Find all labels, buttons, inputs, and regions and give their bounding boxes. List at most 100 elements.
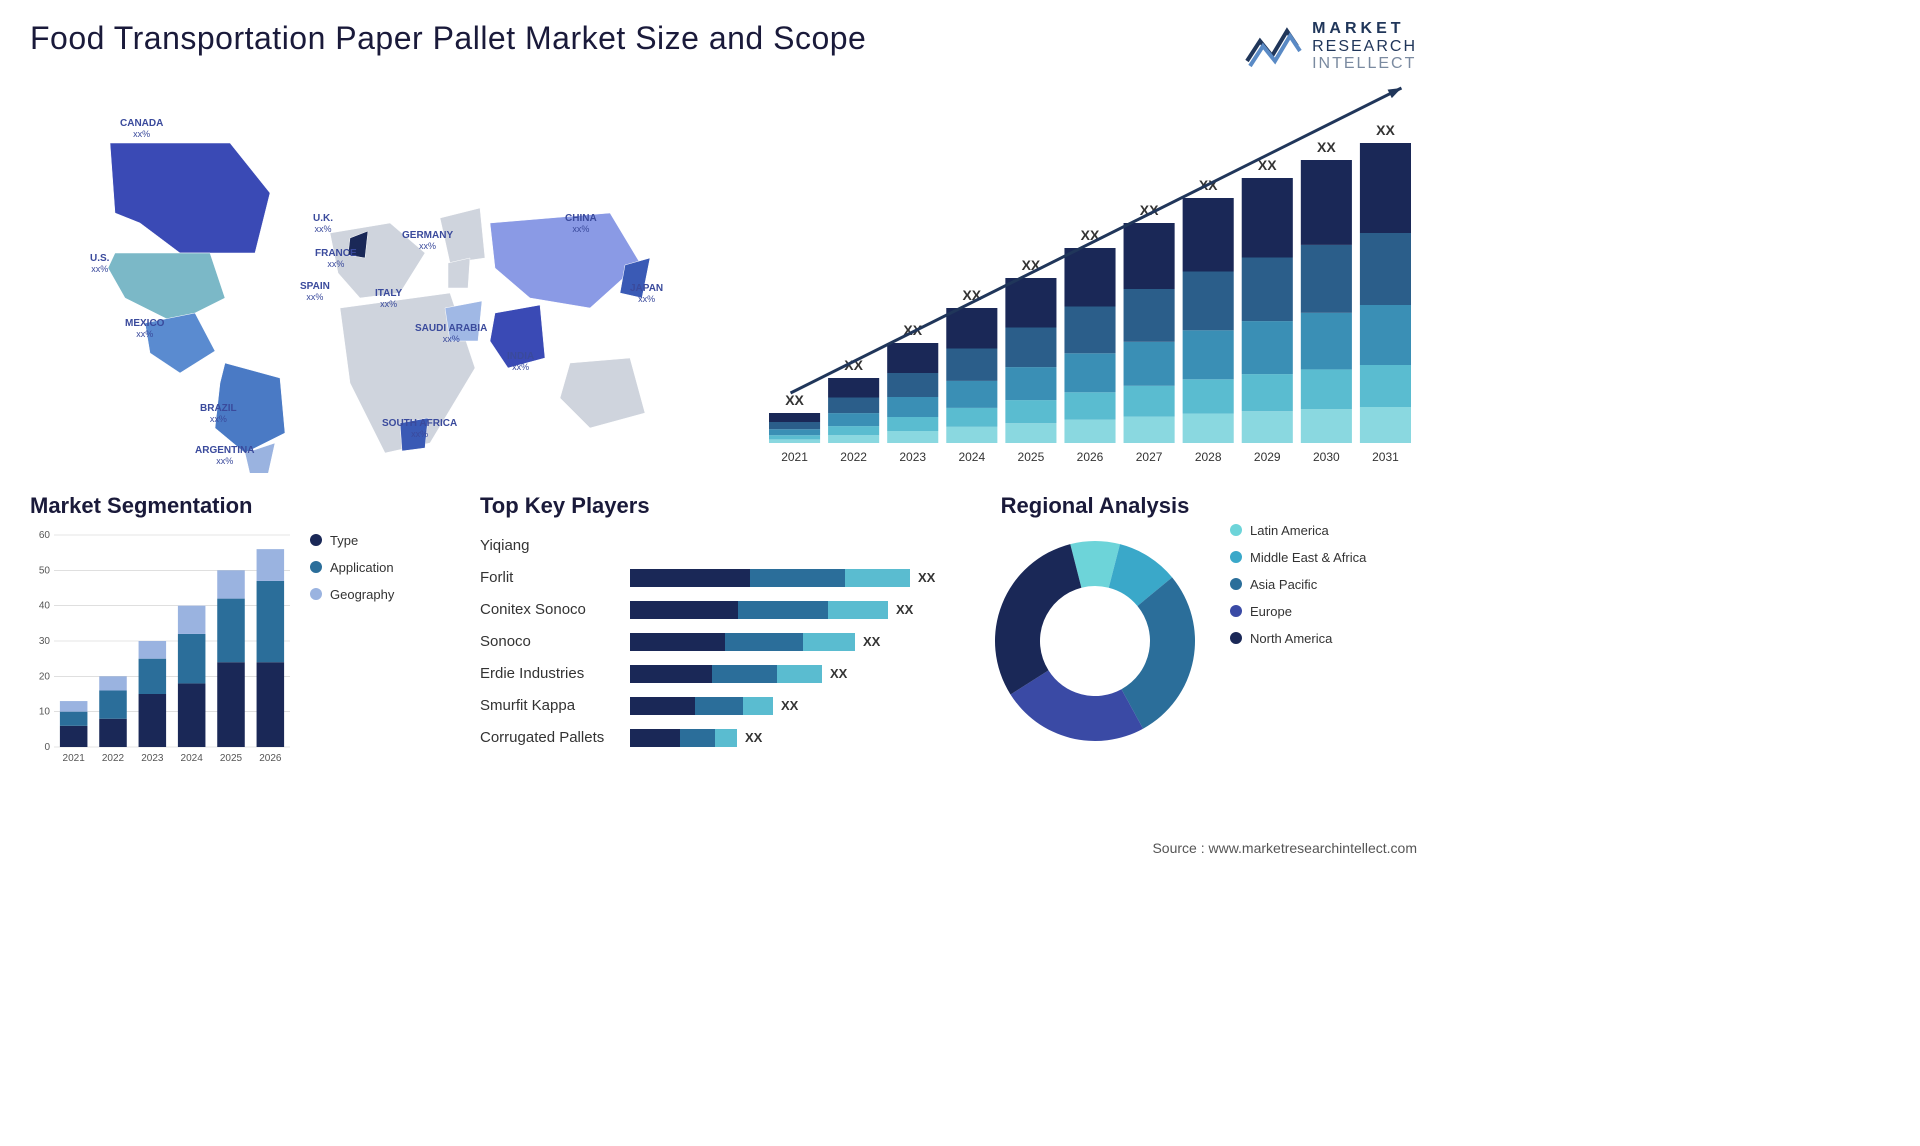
header: Food Transportation Paper Pallet Market …: [0, 0, 1447, 73]
player-bar: [630, 665, 822, 683]
svg-text:2021: 2021: [63, 753, 86, 764]
map-svg: [30, 83, 720, 473]
bottom-row: Market Segmentation 01020304050602021202…: [0, 473, 1447, 771]
legend-label: North America: [1250, 631, 1332, 646]
svg-text:2025: 2025: [1018, 450, 1045, 464]
segmentation-chart: 0102030405060202120222023202420252026: [30, 531, 300, 766]
svg-text:40: 40: [39, 600, 51, 611]
legend-item: Latin America: [1230, 523, 1366, 538]
player-value: XX: [745, 730, 762, 745]
legend-item: Asia Pacific: [1230, 577, 1366, 592]
regional-title: Regional Analysis: [980, 493, 1210, 519]
legend-label: Asia Pacific: [1250, 577, 1317, 592]
players-list: YiqiangForlitXXConitex SonocoXXSonocoXXE…: [480, 531, 960, 749]
player-bar-segment: [725, 633, 803, 651]
svg-text:2023: 2023: [141, 753, 164, 764]
main-chart-svg: XX2021XX2022XX2023XX2024XX2025XX2026XX20…: [760, 83, 1420, 473]
player-value: XX: [918, 570, 935, 585]
player-name: Yiqiang: [480, 537, 630, 554]
svg-text:10: 10: [39, 706, 51, 717]
svg-text:20: 20: [39, 671, 51, 682]
svg-text:2025: 2025: [220, 753, 243, 764]
svg-text:2024: 2024: [958, 450, 985, 464]
player-row: Forlit XX: [480, 567, 960, 589]
regional-donut: [985, 531, 1205, 751]
svg-text:2023: 2023: [899, 450, 926, 464]
segmentation-legend: Type Application Geography: [310, 493, 394, 771]
player-bar-segment: [680, 729, 715, 747]
logo: MARKET RESEARCH INTELLECT: [1242, 20, 1417, 73]
logo-line2: RESEARCH: [1312, 38, 1417, 56]
legend-dot-icon: [1230, 578, 1242, 590]
map-label: U.K.xx%: [313, 213, 333, 235]
player-bar-wrap: XX: [630, 697, 960, 715]
player-bar: [630, 633, 855, 651]
svg-text:2029: 2029: [1254, 450, 1281, 464]
map-label: MEXICOxx%: [125, 318, 164, 340]
player-bar-segment: [750, 569, 845, 587]
player-bar-segment: [630, 601, 738, 619]
legend-dot-icon: [310, 588, 322, 600]
map-label: SAUDI ARABIAxx%: [415, 323, 487, 345]
svg-text:XX: XX: [1317, 139, 1336, 155]
legend-dot-icon: [310, 534, 322, 546]
world-map: CANADAxx%U.S.xx%MEXICOxx%BRAZILxx%ARGENT…: [30, 83, 720, 473]
player-bar-segment: [828, 601, 888, 619]
map-label: GERMANYxx%: [402, 230, 453, 252]
map-label: ITALYxx%: [375, 288, 402, 310]
svg-text:2026: 2026: [1077, 450, 1104, 464]
player-bar-segment: [630, 633, 725, 651]
player-bar-segment: [743, 697, 773, 715]
logo-icon: [1242, 21, 1302, 71]
legend-item: North America: [1230, 631, 1366, 646]
svg-text:0: 0: [44, 742, 50, 753]
players-panel: Top Key Players Yiqiang Forlit XX Conitex S…: [480, 493, 960, 771]
legend-label: Europe: [1250, 604, 1292, 619]
legend-item: Europe: [1230, 604, 1366, 619]
player-value: XX: [830, 666, 847, 681]
map-label: INDIAxx%: [507, 351, 534, 373]
map-label: BRAZILxx%: [200, 403, 237, 425]
player-bar-segment: [630, 665, 712, 683]
map-label: JAPANxx%: [630, 283, 663, 305]
map-label: SOUTH AFRICAxx%: [382, 418, 457, 440]
player-bar-segment: [738, 601, 828, 619]
legend-dot-icon: [1230, 524, 1242, 536]
player-bar: [630, 601, 888, 619]
player-bar-segment: [803, 633, 855, 651]
player-bar-wrap: XX: [630, 665, 960, 683]
legend-item: Geography: [310, 587, 394, 602]
svg-text:2022: 2022: [840, 450, 867, 464]
logo-line1: MARKET: [1312, 20, 1417, 38]
players-title: Top Key Players: [480, 493, 960, 519]
player-bar-wrap: XX: [630, 729, 960, 747]
segmentation-panel: Market Segmentation 01020304050602021202…: [30, 493, 460, 771]
map-label: ARGENTINAxx%: [195, 445, 254, 467]
player-bar-segment: [712, 665, 777, 683]
map-label: CANADAxx%: [120, 118, 163, 140]
legend-label: Type: [330, 533, 358, 548]
map-label: CHINAxx%: [565, 213, 597, 235]
legend-label: Application: [330, 560, 394, 575]
page-title: Food Transportation Paper Pallet Market …: [30, 20, 866, 57]
svg-text:2028: 2028: [1195, 450, 1222, 464]
svg-text:2027: 2027: [1136, 450, 1163, 464]
segmentation-title: Market Segmentation: [30, 493, 300, 519]
player-bar-segment: [630, 729, 680, 747]
legend-item: Type: [310, 533, 394, 548]
player-bar: [630, 729, 737, 747]
player-row: Corrugated PalletsXX: [480, 727, 960, 749]
player-name: Smurfit Kappa: [480, 697, 630, 714]
svg-text:2030: 2030: [1313, 450, 1340, 464]
player-name: Conitex Sonoco: [480, 601, 630, 618]
player-row: Smurfit KappaXX: [480, 695, 960, 717]
player-row: Conitex SonocoXX: [480, 599, 960, 621]
player-row: Yiqiang: [480, 535, 960, 557]
legend-label: Middle East & Africa: [1250, 550, 1366, 565]
player-name: Forlit: [480, 569, 630, 586]
source-line: Source : www.marketresearchintellect.com: [1152, 840, 1417, 856]
regional-panel: Regional Analysis Latin America Middle Ea…: [980, 493, 1417, 771]
main-growth-chart: XX2021XX2022XX2023XX2024XX2025XX2026XX20…: [760, 83, 1420, 473]
legend-dot-icon: [310, 561, 322, 573]
player-bar-segment: [630, 697, 695, 715]
